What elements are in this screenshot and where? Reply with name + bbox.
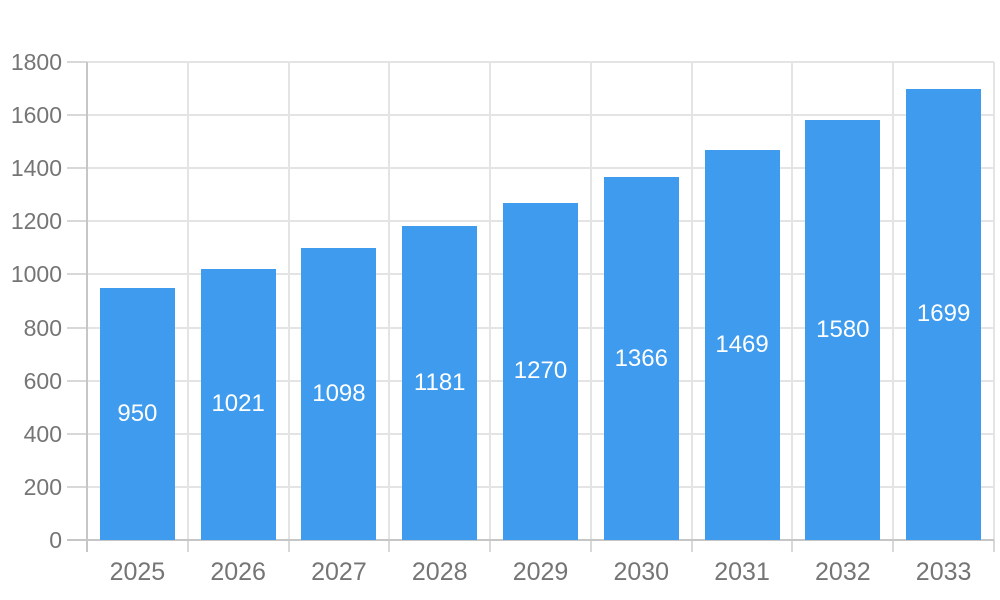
- x-tick: [791, 540, 794, 552]
- y-tick: [67, 379, 87, 382]
- bar-value-label: 1366: [614, 344, 668, 372]
- x-gridline: [287, 62, 290, 540]
- x-axis-label: 2027: [311, 558, 367, 586]
- x-tick: [690, 540, 693, 552]
- y-tick: [67, 220, 87, 223]
- bar-2032[interactable]: 1580: [805, 120, 881, 540]
- bar-2031[interactable]: 1469: [704, 149, 780, 540]
- x-gridline: [388, 62, 391, 540]
- bar-value-label: 1098: [312, 380, 366, 408]
- x-axis-label: 2030: [613, 558, 670, 586]
- y-axis-label: 1600: [10, 102, 62, 129]
- bar-value-label: 1580: [816, 316, 870, 344]
- bar-2033[interactable]: 1699: [906, 88, 982, 540]
- y-tick: [67, 61, 87, 63]
- x-axis-label: 2028: [411, 558, 468, 586]
- y-tick: [67, 114, 87, 117]
- x-tick: [993, 540, 995, 552]
- bar-2028[interactable]: 1181: [402, 226, 478, 540]
- y-axis-label: 800: [23, 314, 62, 341]
- x-axis-label: 2032: [815, 558, 871, 586]
- x-tick: [489, 540, 492, 552]
- y-tick: [67, 432, 87, 435]
- y-axis-label: 0: [49, 527, 62, 553]
- x-gridline: [993, 62, 995, 540]
- x-tick: [388, 540, 391, 552]
- y-tick: [67, 273, 87, 276]
- bar-2027[interactable]: 1098: [301, 248, 377, 540]
- bar-2025[interactable]: 950: [99, 287, 175, 540]
- x-gridline: [791, 62, 794, 540]
- x-gridline: [589, 62, 592, 540]
- y-axis-label: 1800: [10, 49, 62, 75]
- x-gridline: [489, 62, 492, 540]
- x-axis-label: 2029: [512, 558, 569, 586]
- y-axis-label: 400: [23, 420, 62, 447]
- bar-value-label: 1181: [413, 369, 466, 397]
- y-tick: [67, 485, 87, 488]
- bar-value-label: 1021: [211, 390, 265, 418]
- y-axis-label: 1200: [10, 208, 62, 235]
- y-gridline: [87, 114, 994, 117]
- bar-2029[interactable]: 1270: [503, 202, 578, 540]
- x-tick: [589, 540, 592, 552]
- bar-value-label: 1699: [916, 300, 971, 328]
- y-axis-label: 600: [23, 367, 62, 394]
- x-gridline: [690, 62, 693, 540]
- bar-value-label: 1469: [715, 330, 769, 358]
- y-axis-label: 1000: [10, 261, 62, 288]
- y-axis-label: 1400: [10, 155, 62, 182]
- x-axis-line: [67, 539, 994, 541]
- y-gridline: [87, 167, 994, 170]
- x-axis-label: 2033: [915, 558, 972, 586]
- x-axis-label: 2031: [714, 558, 770, 586]
- y-gridline: [87, 61, 994, 63]
- x-tick: [287, 540, 290, 552]
- x-axis-label: 2026: [210, 558, 266, 586]
- x-tick: [186, 540, 189, 552]
- bar-2026[interactable]: 1021: [200, 268, 276, 540]
- x-gridline: [892, 62, 895, 540]
- bar-value-label: 1270: [513, 357, 568, 385]
- x-gridline: [186, 62, 189, 540]
- x-tick: [892, 540, 895, 552]
- y-axis-line: [86, 62, 88, 552]
- y-axis-label: 200: [23, 473, 62, 500]
- bar-2030[interactable]: 1366: [603, 177, 679, 540]
- bar-value-label: 950: [117, 399, 158, 427]
- y-tick: [67, 167, 87, 170]
- x-axis-label: 2025: [109, 558, 166, 586]
- y-tick: [67, 326, 87, 329]
